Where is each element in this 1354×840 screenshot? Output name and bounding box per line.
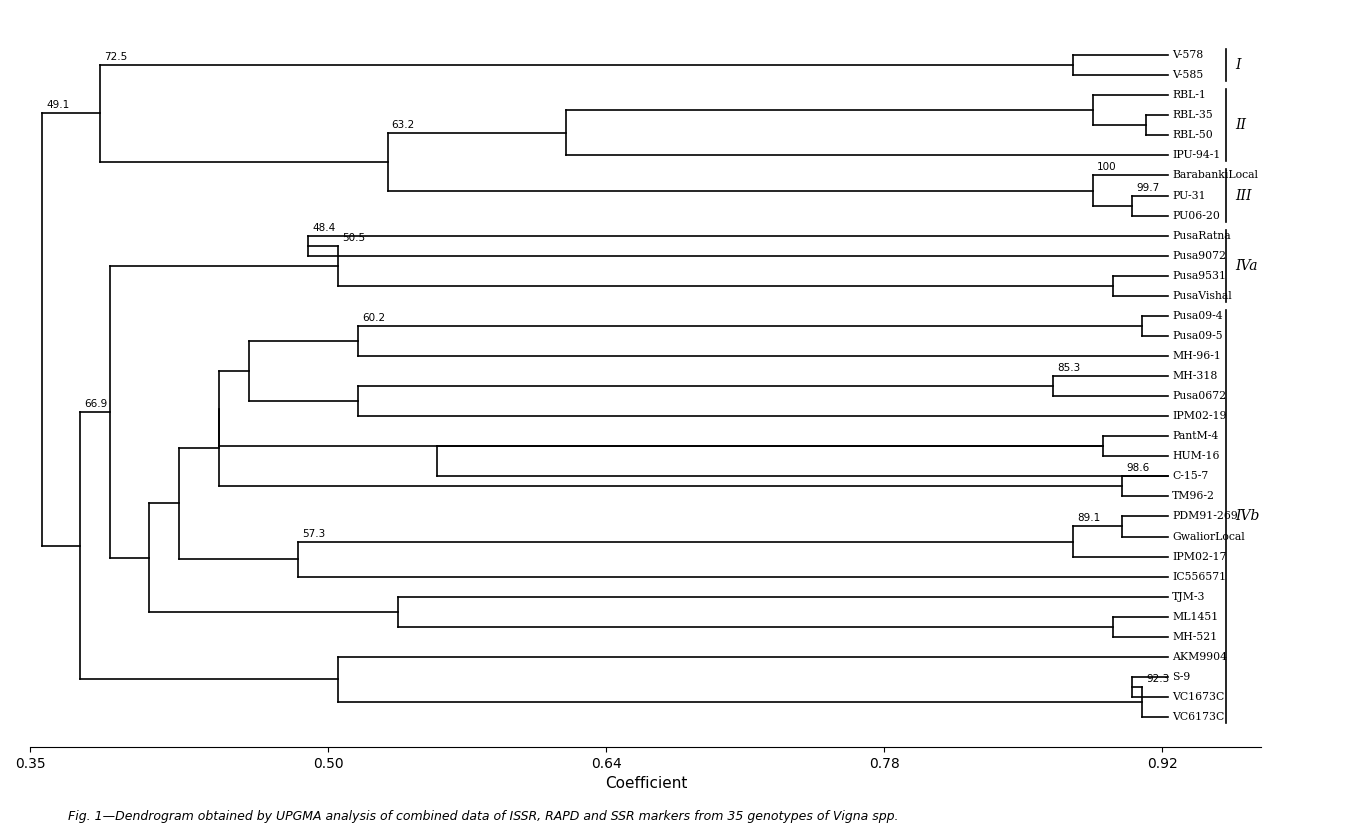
Text: V-585: V-585 <box>1173 71 1204 80</box>
Text: III: III <box>1236 188 1252 202</box>
Text: 48.4: 48.4 <box>313 223 336 233</box>
Text: 49.1: 49.1 <box>46 101 69 110</box>
Text: 100: 100 <box>1097 162 1116 172</box>
Text: V-578: V-578 <box>1173 50 1204 60</box>
Text: Fig. 1—Dendrogram obtained by UPGMA analysis of combined data of ISSR, RAPD and : Fig. 1—Dendrogram obtained by UPGMA anal… <box>68 811 898 823</box>
Text: IC556571: IC556571 <box>1173 572 1227 581</box>
Text: IVb: IVb <box>1236 509 1261 523</box>
Text: 85.3: 85.3 <box>1057 363 1080 373</box>
Text: HUM-16: HUM-16 <box>1173 451 1220 461</box>
Text: RBL-1: RBL-1 <box>1173 90 1206 100</box>
Text: Pusa9531: Pusa9531 <box>1173 270 1227 281</box>
Text: I: I <box>1236 58 1242 72</box>
Text: PU06-20: PU06-20 <box>1173 211 1220 221</box>
Text: 57.3: 57.3 <box>302 528 325 538</box>
Text: PU-31: PU-31 <box>1173 191 1205 201</box>
Text: 63.2: 63.2 <box>391 120 414 130</box>
Text: Pusa9072: Pusa9072 <box>1173 250 1227 260</box>
Text: 99.7: 99.7 <box>1136 182 1159 192</box>
Text: TM96-2: TM96-2 <box>1173 491 1215 501</box>
Text: Pusa0672: Pusa0672 <box>1173 391 1227 402</box>
Text: IVa: IVa <box>1236 259 1258 273</box>
Text: 66.9: 66.9 <box>84 399 107 408</box>
Text: IPM02-17: IPM02-17 <box>1173 552 1227 562</box>
Text: IPM02-19: IPM02-19 <box>1173 411 1227 421</box>
Text: PusaRatna: PusaRatna <box>1173 231 1231 240</box>
Text: GwaliorLocal: GwaliorLocal <box>1173 532 1244 542</box>
Text: 72.5: 72.5 <box>104 52 127 62</box>
Text: VC1673C: VC1673C <box>1173 692 1224 702</box>
Text: PDM91-269: PDM91-269 <box>1173 512 1238 522</box>
Text: VC6173C: VC6173C <box>1173 712 1224 722</box>
Text: RBL-50: RBL-50 <box>1173 130 1213 140</box>
Text: IPU-94-1: IPU-94-1 <box>1173 150 1220 160</box>
Text: BarabankiLocal: BarabankiLocal <box>1173 171 1258 181</box>
Text: 98.6: 98.6 <box>1127 464 1150 473</box>
Text: ML1451: ML1451 <box>1173 612 1219 622</box>
Text: TJM-3: TJM-3 <box>1173 591 1205 601</box>
Text: MH-96-1: MH-96-1 <box>1173 351 1221 361</box>
Text: Pusa09-5: Pusa09-5 <box>1173 331 1223 341</box>
Text: RBL-35: RBL-35 <box>1173 110 1213 120</box>
Text: MH-318: MH-318 <box>1173 371 1217 381</box>
Text: 50.5: 50.5 <box>343 233 366 243</box>
Text: PantM-4: PantM-4 <box>1173 431 1219 441</box>
X-axis label: Coefficient: Coefficient <box>605 776 686 791</box>
Text: 89.1: 89.1 <box>1076 513 1099 523</box>
Text: 92.3: 92.3 <box>1147 674 1170 684</box>
Text: MH-521: MH-521 <box>1173 632 1217 642</box>
Text: S-9: S-9 <box>1173 672 1190 682</box>
Text: PusaVishal: PusaVishal <box>1173 291 1232 301</box>
Text: Pusa09-4: Pusa09-4 <box>1173 311 1223 321</box>
Text: 60.2: 60.2 <box>362 312 385 323</box>
Text: AKM9904: AKM9904 <box>1173 652 1227 662</box>
Text: II: II <box>1236 118 1247 133</box>
Text: C-15-7: C-15-7 <box>1173 471 1208 481</box>
